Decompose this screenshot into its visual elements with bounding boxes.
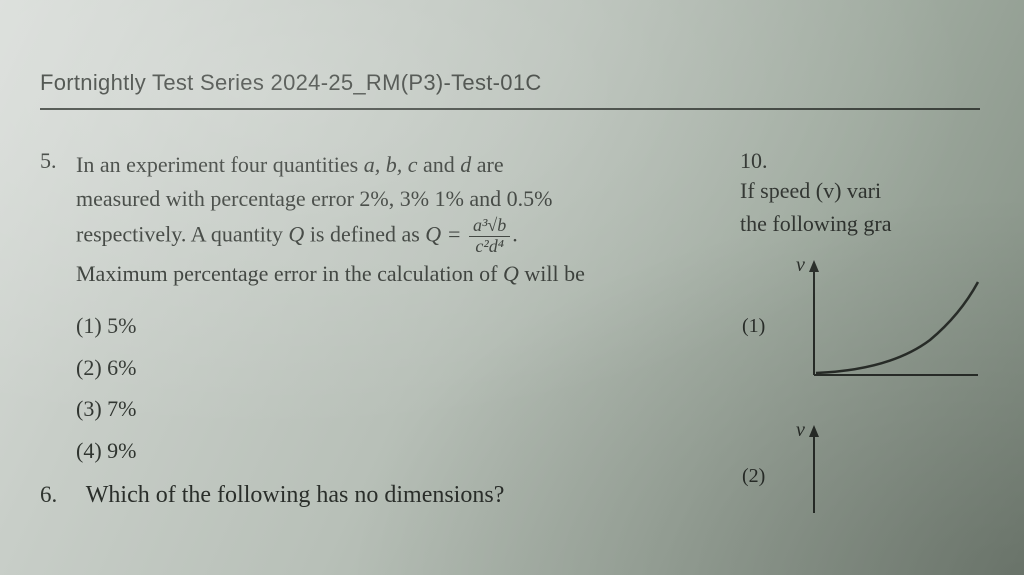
q5-Q2: Q	[503, 261, 519, 286]
q5-eq-left: Q =	[425, 222, 467, 247]
q5-text-2: measured with percentage error 2%, 3% 1%…	[76, 186, 552, 211]
q5-text-4b: will be	[519, 261, 585, 286]
q10-number: 10.	[740, 148, 780, 174]
test-header: Fortnightly Test Series 2024-25_RM(P3)-T…	[40, 70, 994, 96]
q10-body: If speed (v) vari the following gra	[740, 174, 960, 240]
q5-number: 5.	[40, 148, 72, 174]
q5-option-4: (4) 9%	[76, 430, 720, 472]
graph2-svg	[800, 425, 980, 515]
q5-text-3b: is defined as	[304, 222, 425, 247]
q5-option-1: (1) 5%	[76, 305, 720, 347]
left-column: 5. In an experiment four quantities a, b…	[40, 148, 730, 509]
question-10: 10. If speed (v) vari the following gra	[740, 148, 994, 240]
q10-graph-2: v (2)	[800, 425, 980, 515]
q5-text-1b: and	[418, 152, 461, 177]
q5-text-3a: respectively. A quantity	[76, 222, 288, 247]
q5-option-3: (3) 7%	[76, 388, 720, 430]
q5-frac-num: a³√b	[469, 216, 510, 237]
header-rule	[40, 108, 980, 110]
q5-fraction: a³√bc²d⁴	[469, 216, 510, 257]
graph2-option-label: (2)	[742, 465, 765, 488]
q10-line1: If speed (v) vari	[740, 178, 881, 203]
q5-body: In an experiment four quantities a, b, c…	[76, 148, 696, 291]
q10-line2: the following gra	[740, 211, 892, 236]
right-column: 10. If speed (v) vari the following gra …	[730, 148, 994, 515]
q5-Q1: Q	[288, 222, 304, 247]
q5-eq-end: .	[512, 222, 518, 247]
q5-option-2: (2) 6%	[76, 347, 720, 389]
graph1-svg	[800, 260, 980, 380]
q5-options: (1) 5% (2) 6% (3) 7% (4) 9%	[76, 305, 720, 472]
q6-number: 6.	[40, 482, 80, 508]
question-6: 6. Which of the following has no dimensi…	[40, 482, 720, 509]
q5-var-d: d	[460, 152, 471, 177]
q5-frac-den: c²d⁴	[469, 237, 510, 257]
q5-text-4a: Maximum percentage error in the calculat…	[76, 261, 503, 286]
content-columns: 5. In an experiment four quantities a, b…	[40, 148, 994, 515]
q5-text-1a: In an experiment four quantities	[76, 152, 364, 177]
graph2-ylabel: v	[796, 419, 805, 442]
question-5: 5. In an experiment four quantities a, b…	[40, 148, 720, 291]
q6-text: Which of the following has no dimensions…	[86, 482, 505, 509]
graph1-option-label: (1)	[742, 315, 765, 338]
q10-graph-1: v (1)	[800, 260, 980, 380]
graph1-ylabel: v	[796, 254, 805, 277]
q5-text-1c: are	[471, 152, 503, 177]
q5-vars-abc: a, b, c	[364, 152, 418, 177]
